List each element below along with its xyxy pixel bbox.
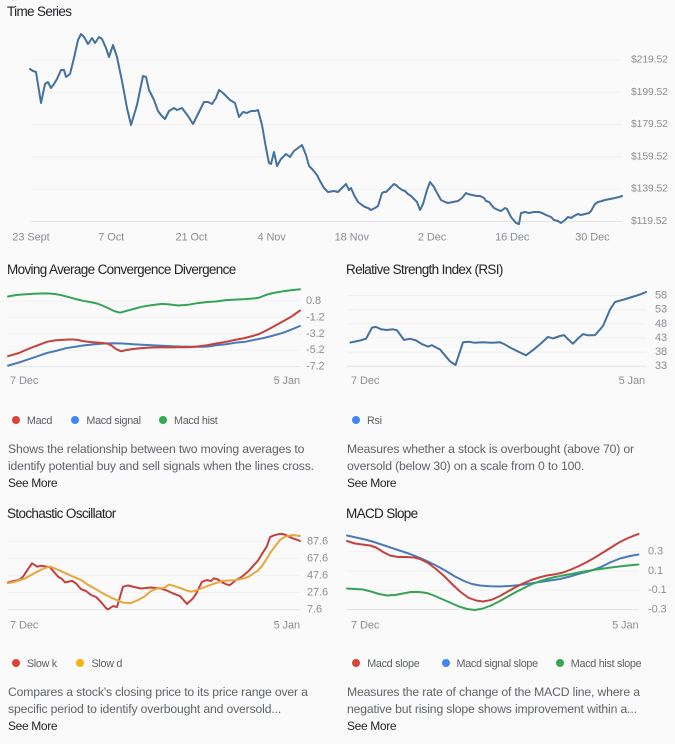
svg-text:27.6: 27.6 xyxy=(307,587,328,599)
svg-text:$199.52: $199.52 xyxy=(631,87,668,98)
svg-text:-0.1: -0.1 xyxy=(648,584,667,596)
svg-text:$159.52: $159.52 xyxy=(631,151,668,162)
svg-text:53: 53 xyxy=(655,304,667,316)
svg-text:5 Jan: 5 Jan xyxy=(274,375,300,387)
svg-text:58: 58 xyxy=(655,290,667,302)
svg-text:18 Nov: 18 Nov xyxy=(335,231,370,243)
svg-text:87.6: 87.6 xyxy=(307,535,328,547)
svg-text:5 Jan: 5 Jan xyxy=(612,620,638,632)
svg-text:7 Oct: 7 Oct xyxy=(98,231,124,243)
svg-text:7 Dec: 7 Dec xyxy=(351,620,380,632)
svg-text:38: 38 xyxy=(655,346,667,358)
svg-text:16 Dec: 16 Dec xyxy=(495,231,530,243)
svg-text:33: 33 xyxy=(655,360,667,372)
svg-text:$179.52: $179.52 xyxy=(631,119,668,130)
svg-text:43: 43 xyxy=(655,332,667,344)
svg-text:67.6: 67.6 xyxy=(307,552,328,564)
svg-text:48: 48 xyxy=(655,318,667,330)
svg-text:-5.2: -5.2 xyxy=(306,344,325,356)
svg-text:7.6: 7.6 xyxy=(307,604,322,616)
svg-text:$219.52: $219.52 xyxy=(631,55,668,66)
svg-text:23 Sept: 23 Sept xyxy=(12,231,49,243)
svg-text:21 Oct: 21 Oct xyxy=(175,231,207,243)
svg-text:0.3: 0.3 xyxy=(648,546,663,558)
svg-text:4 Nov: 4 Nov xyxy=(257,231,286,243)
svg-text:5 Jan: 5 Jan xyxy=(274,620,300,632)
svg-text:0.8: 0.8 xyxy=(306,295,321,307)
svg-text:7 Dec: 7 Dec xyxy=(351,375,380,387)
svg-text:-1.2: -1.2 xyxy=(306,311,325,323)
svg-text:-0.3: -0.3 xyxy=(648,604,667,616)
svg-text:0.1: 0.1 xyxy=(648,565,663,577)
svg-text:-3.2: -3.2 xyxy=(306,328,325,340)
svg-text:7 Dec: 7 Dec xyxy=(10,620,39,632)
svg-text:$119.52: $119.52 xyxy=(631,216,667,227)
svg-text:-7.2: -7.2 xyxy=(306,361,325,373)
svg-text:7 Dec: 7 Dec xyxy=(10,375,39,387)
svg-text:$139.52: $139.52 xyxy=(631,184,668,195)
svg-text:2 Dec: 2 Dec xyxy=(418,231,447,243)
svg-text:5 Jan: 5 Jan xyxy=(619,375,645,387)
svg-text:47.6: 47.6 xyxy=(307,569,328,581)
svg-text:30 Dec: 30 Dec xyxy=(575,231,610,243)
